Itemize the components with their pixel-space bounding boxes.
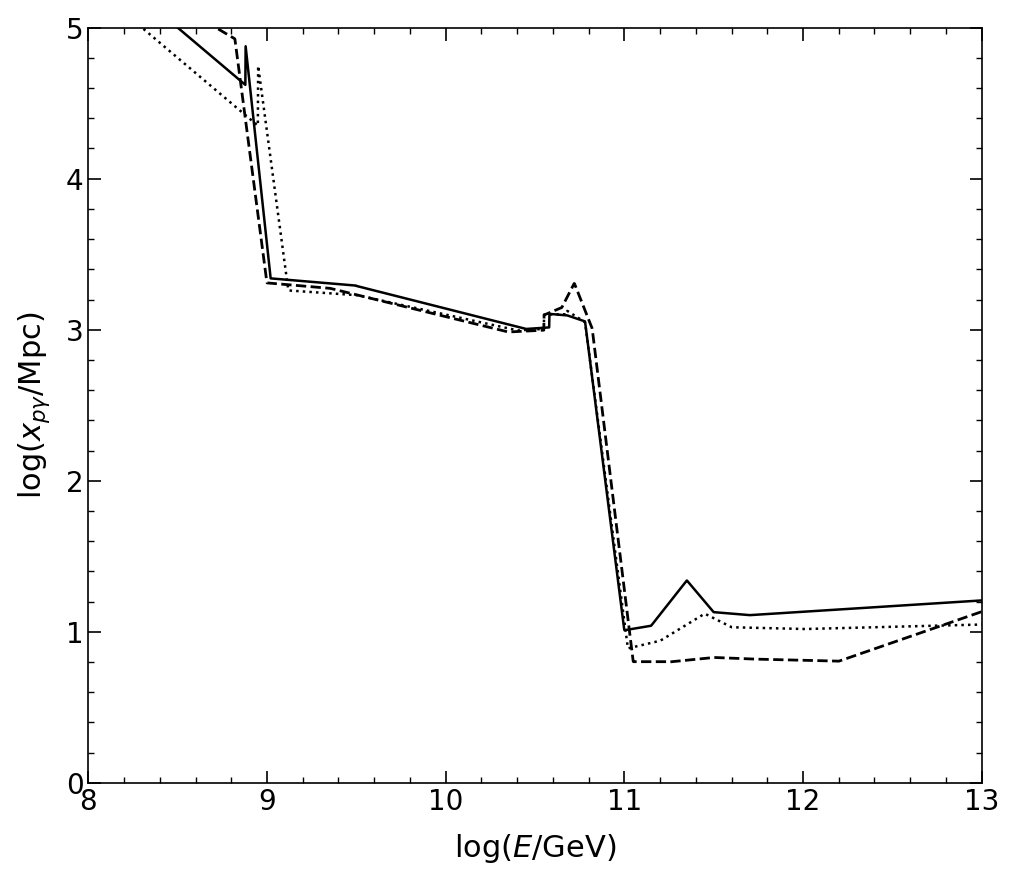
Y-axis label: $\log(x_{p\gamma}/\mathrm{Mpc})$: $\log(x_{p\gamma}/\mathrm{Mpc})$ <box>16 311 52 499</box>
X-axis label: $\log(E/\mathrm{GeV})$: $\log(E/\mathrm{GeV})$ <box>454 833 617 865</box>
